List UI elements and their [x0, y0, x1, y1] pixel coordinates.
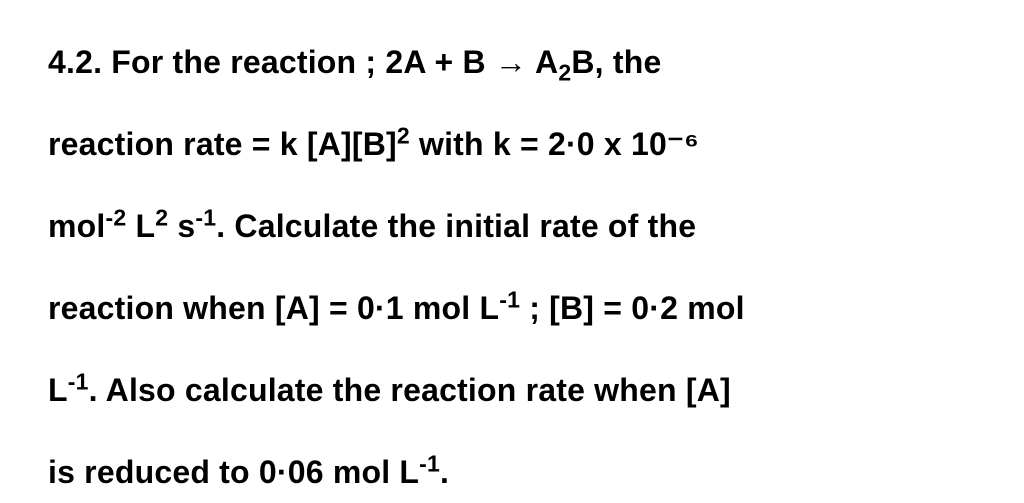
superscript: -1	[68, 368, 89, 394]
text-fragment: reaction when [A] =	[48, 290, 357, 326]
text-fragment: L	[48, 372, 68, 408]
subscript: 2	[558, 59, 571, 85]
problem-line-1: 4.2. For the reaction ; 2A + B → A2B, th…	[48, 38, 976, 86]
superscript: -2	[106, 204, 127, 230]
problem-line-6: is reduced to 0·06 mol L-1.	[48, 448, 976, 496]
problem-line-2: reaction rate = k [A][B]2 with k = 2·0 x…	[48, 120, 976, 168]
a-reduced: 0·06	[259, 454, 324, 490]
text-fragment: B, the	[571, 44, 661, 80]
page: 4.2. For the reaction ; 2A + B → A2B, th…	[0, 0, 1024, 503]
superscript: -1	[195, 204, 216, 230]
superscript: -1	[499, 286, 520, 312]
text-fragment: . Also calculate the reaction rate when …	[89, 372, 731, 408]
problem-number: 4.2.	[48, 44, 102, 80]
text-fragment: mol L	[413, 290, 499, 326]
text-fragment: reaction rate = k [A][B]	[48, 126, 397, 162]
k-value: 2·0 x 10⁻⁶	[548, 126, 699, 162]
text-fragment: . Calculate the initial rate of the	[216, 208, 696, 244]
problem-line-4: reaction when [A] = 0·1 mol L-1 ; [B] = …	[48, 284, 976, 332]
text-fragment: s	[177, 208, 195, 244]
text-fragment: with k =	[419, 126, 548, 162]
superscript: 2	[397, 122, 410, 148]
a-initial: 0·1	[357, 290, 404, 326]
text-fragment: .	[440, 454, 449, 490]
text-fragment: mol	[687, 290, 745, 326]
text-fragment: For the reaction ; 2A + B → A	[111, 44, 558, 80]
superscript: -1	[419, 450, 440, 476]
b-initial: 0·2	[631, 290, 678, 326]
text-fragment: ; [B] =	[520, 290, 631, 326]
problem-text: 4.2. For the reaction ; 2A + B → A2B, th…	[48, 38, 976, 496]
text-fragment: L	[135, 208, 155, 244]
problem-line-3: mol-2 L2 s-1. Calculate the initial rate…	[48, 202, 976, 250]
superscript: 2	[155, 204, 168, 230]
text-fragment: mol	[48, 208, 106, 244]
problem-line-5: L-1. Also calculate the reaction rate wh…	[48, 366, 976, 414]
text-fragment: mol L	[333, 454, 419, 490]
text-fragment: is reduced to	[48, 454, 259, 490]
